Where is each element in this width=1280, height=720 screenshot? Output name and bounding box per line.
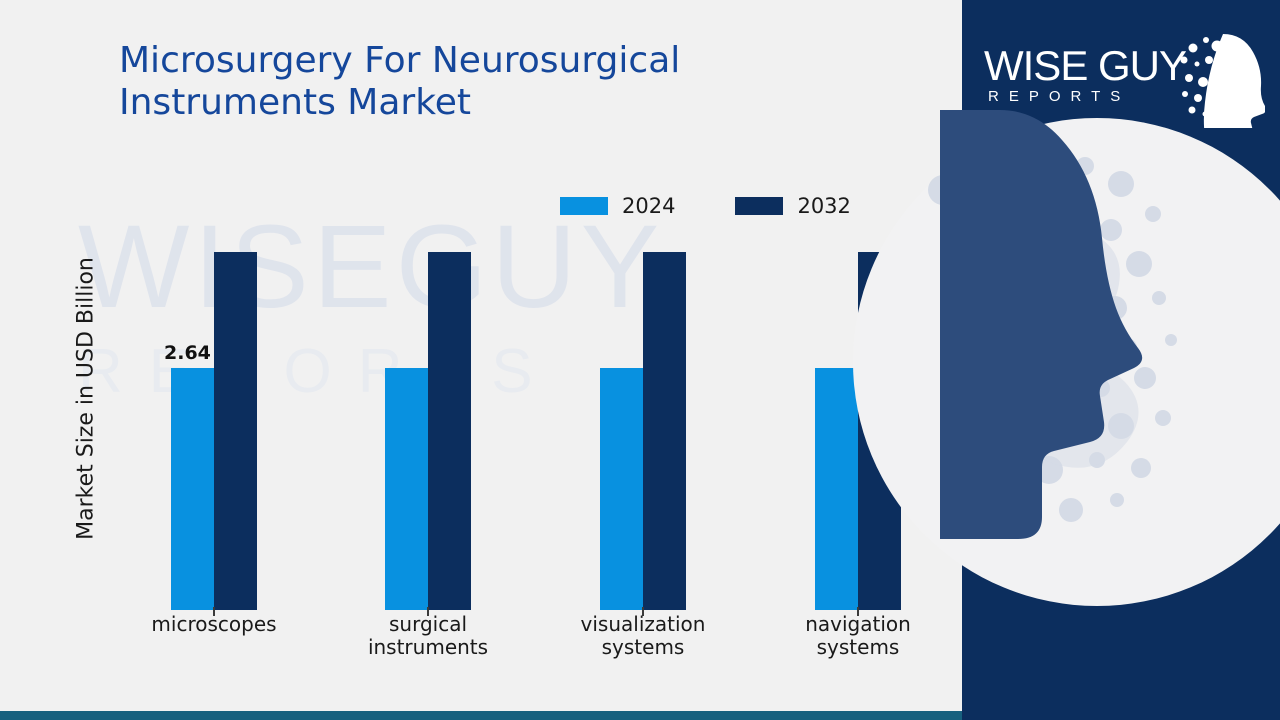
bar-2024-3[interactable] [815, 367, 858, 610]
plot-area: 2.64 [100, 220, 960, 610]
bar-value-label: 2.64 [164, 341, 211, 364]
legend-swatch-icon-2024 [560, 197, 608, 215]
x-axis-tick [857, 607, 859, 616]
legend-swatch-icon-2032 [735, 197, 784, 215]
chart-legend: 2024 2032 [560, 194, 851, 218]
x-axis-tick [642, 607, 644, 616]
y-axis-title: Market Size in USD Billion [73, 257, 99, 540]
x-axis-label: microscopes [151, 612, 277, 636]
bottom-accent-bar [0, 711, 962, 720]
legend-label-2024: 2024 [622, 194, 676, 218]
x-axis-tick [213, 607, 215, 616]
bar-2024-1[interactable] [385, 367, 428, 610]
bar-2024-0[interactable] [171, 367, 214, 610]
bar-group [164, 220, 264, 610]
logo-subtext: REPORTS [988, 88, 1131, 105]
x-axis-label: visualization systems [580, 612, 706, 659]
x-axis-tick [427, 607, 429, 616]
logo-dotted-head-icon [1180, 34, 1265, 128]
bar-2032-0[interactable] [214, 252, 257, 610]
legend-label-2032: 2032 [797, 194, 851, 218]
x-axis-label: surgical instruments [367, 612, 489, 659]
bar-2032-2[interactable] [643, 252, 686, 610]
bar-group [378, 220, 478, 610]
logo-wordmark: WISE GUY [984, 42, 1187, 89]
bar-group [593, 220, 693, 610]
x-axis-label: navigation systems [805, 612, 911, 659]
bar-2024-2[interactable] [600, 367, 643, 610]
head-profile-silhouette-icon [940, 110, 1143, 539]
legend-item-2032[interactable]: 2032 [735, 194, 851, 218]
bar-2032-1[interactable] [428, 252, 471, 610]
chart-title: Microsurgery For Neurosurgical Instrumen… [119, 40, 681, 123]
legend-item-2024[interactable]: 2024 [560, 194, 675, 218]
wiseguy-reports-logo[interactable]: WISE GUY REPORTS [984, 34, 1265, 128]
